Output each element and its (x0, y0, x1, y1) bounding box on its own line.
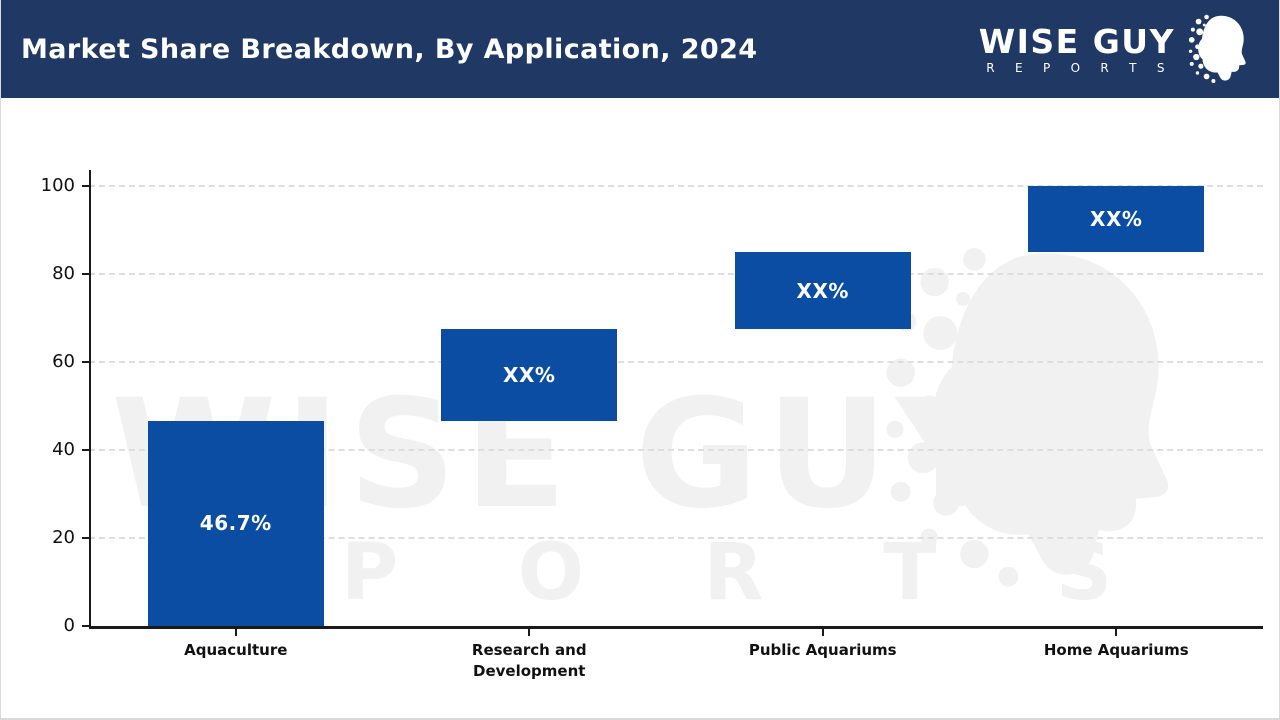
gridline-40 (89, 449, 1263, 451)
y-tick-80 (82, 273, 89, 275)
chart-title: Market Share Breakdown, By Application, … (21, 33, 758, 65)
y-tick-0 (82, 625, 89, 627)
category-label-research-and-development: Research and Development (471, 641, 587, 680)
gridline-20 (89, 537, 1263, 539)
bar-aquaculture: 46.7% (147, 420, 324, 626)
bar-public-aquariums: XX% (734, 252, 911, 329)
logo-wordmark: WISE GUY (978, 21, 1175, 61)
logo-text: WISE GUY R E P O R T S (979, 25, 1175, 74)
x-tick-aquaculture (234, 629, 237, 636)
y-tick-100 (82, 185, 89, 187)
y-tick-20 (82, 537, 89, 539)
x-axis (89, 626, 1263, 629)
y-tick-label-60: 60 (52, 351, 75, 372)
wise-guy-logo: WISE GUY R E P O R T S (979, 9, 1255, 89)
header-band: Market Share Breakdown, By Application, … (1, 0, 1279, 98)
y-tick-label-0: 0 (63, 615, 75, 636)
bar-research-and-development: XX% (441, 329, 618, 421)
y-tick-60 (82, 361, 89, 363)
bar-home-aquariums: XX% (1028, 186, 1205, 253)
bar-value-label-public-aquariums: XX% (796, 278, 849, 303)
category-label-aquaculture: Aquaculture (184, 641, 288, 659)
gridline-60 (89, 361, 1263, 363)
bar-value-label-research-and-development: XX% (503, 362, 556, 387)
y-tick-label-20: 20 (52, 527, 75, 548)
y-tick-label-40: 40 (52, 439, 75, 460)
category-label-home-aquariums: Home Aquariums (1043, 641, 1189, 659)
y-tick-40 (82, 449, 89, 451)
x-tick-research-and-development (528, 629, 531, 636)
y-tick-label-80: 80 (52, 263, 75, 284)
bar-value-label-aquaculture: 46.7% (199, 511, 272, 536)
logo-subtitle: R E P O R T S (986, 60, 1174, 75)
bar-value-label-home-aquariums: XX% (1090, 207, 1143, 232)
y-axis (89, 170, 91, 628)
x-tick-public-aquariums (821, 629, 824, 636)
x-tick-home-aquariums (1115, 629, 1118, 636)
y-tick-label-100: 100 (40, 175, 75, 196)
gridline-80 (89, 273, 1263, 275)
category-label-public-aquariums: Public Aquariums (748, 641, 897, 659)
gridline-100 (89, 185, 1263, 187)
